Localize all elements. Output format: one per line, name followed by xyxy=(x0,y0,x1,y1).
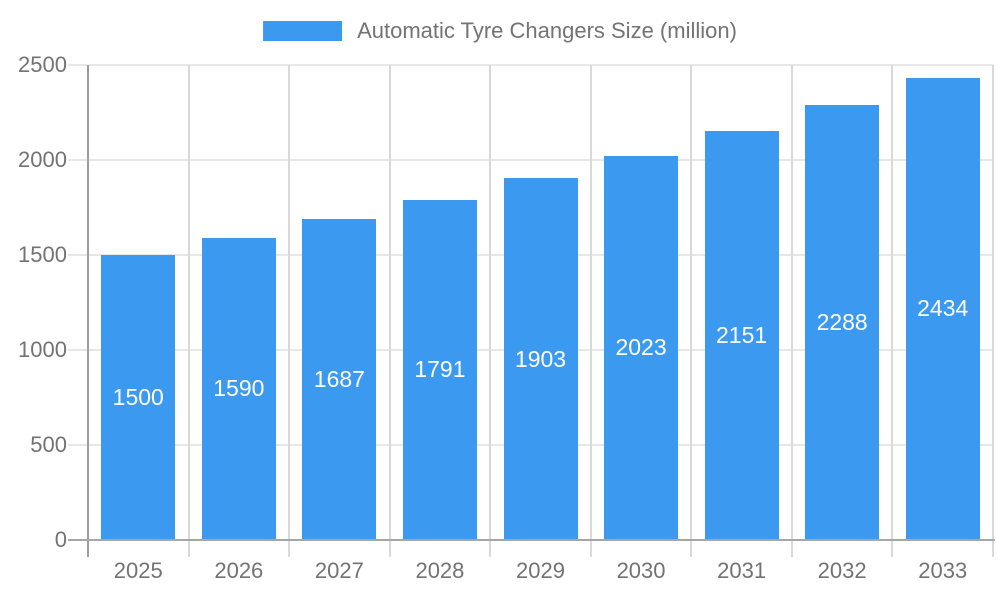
x-gridline xyxy=(891,65,894,557)
bar-value-label: 1903 xyxy=(514,345,567,372)
legend-item[interactable]: Automatic Tyre Changers Size (million) xyxy=(263,18,737,44)
x-axis-tick-label: 2030 xyxy=(616,558,666,583)
x-gridline xyxy=(388,65,391,557)
x-gridline xyxy=(288,65,291,557)
bar[interactable]: 2434 xyxy=(905,77,980,540)
bar-value-label: 2288 xyxy=(816,309,868,336)
y-axis-tick-label: 2000 xyxy=(18,147,67,172)
bar[interactable]: 1590 xyxy=(201,237,276,540)
x-gridline xyxy=(690,65,693,557)
bar[interactable]: 2288 xyxy=(805,105,880,540)
bar-value-label: 1791 xyxy=(414,356,466,383)
x-gridline xyxy=(489,65,492,557)
x-gridline xyxy=(790,65,793,557)
bar-value-label: 1687 xyxy=(313,366,365,393)
y-gridline xyxy=(68,64,993,66)
x-axis-tick-label: 2032 xyxy=(817,558,867,583)
x-axis-line xyxy=(68,539,995,541)
x-axis-tick-label: 2027 xyxy=(314,558,364,583)
x-gridline xyxy=(992,65,994,557)
y-axis-line xyxy=(87,65,89,557)
bar-value-label: 1590 xyxy=(213,375,265,402)
bar[interactable]: 2151 xyxy=(704,131,779,540)
y-axis-tick-label: 1000 xyxy=(18,337,67,362)
y-axis-tick-label: 1500 xyxy=(18,242,67,267)
x-axis-tick-label: 2029 xyxy=(516,558,565,583)
x-axis-tick-label: 2026 xyxy=(214,558,264,583)
x-gridline xyxy=(589,65,592,557)
bar-value-label: 2151 xyxy=(716,322,768,349)
bar[interactable]: 1687 xyxy=(302,219,377,540)
bar-value-label: 1500 xyxy=(112,384,164,410)
x-axis-tick-label: 2033 xyxy=(918,558,968,583)
bar-value-label: 2434 xyxy=(917,295,969,322)
y-axis-tick-label: 0 xyxy=(54,527,67,552)
bar[interactable]: 1903 xyxy=(503,178,578,540)
legend-label: Automatic Tyre Changers Size (million) xyxy=(357,18,737,43)
bar[interactable]: 1500 xyxy=(101,255,176,540)
y-axis-tick-label: 2500 xyxy=(18,52,67,77)
x-axis-tick-label: 2028 xyxy=(415,558,465,583)
y-axis-tick-label: 500 xyxy=(30,432,67,457)
bar-value-label: 2023 xyxy=(615,334,667,361)
x-gridline xyxy=(187,65,190,557)
y-gridline xyxy=(68,159,993,161)
x-axis-tick-label: 2025 xyxy=(113,558,163,583)
legend-swatch xyxy=(263,21,343,41)
bar[interactable]: 1791 xyxy=(402,199,477,540)
x-axis-tick-label: 2031 xyxy=(717,558,767,583)
bar[interactable]: 2023 xyxy=(604,155,679,540)
